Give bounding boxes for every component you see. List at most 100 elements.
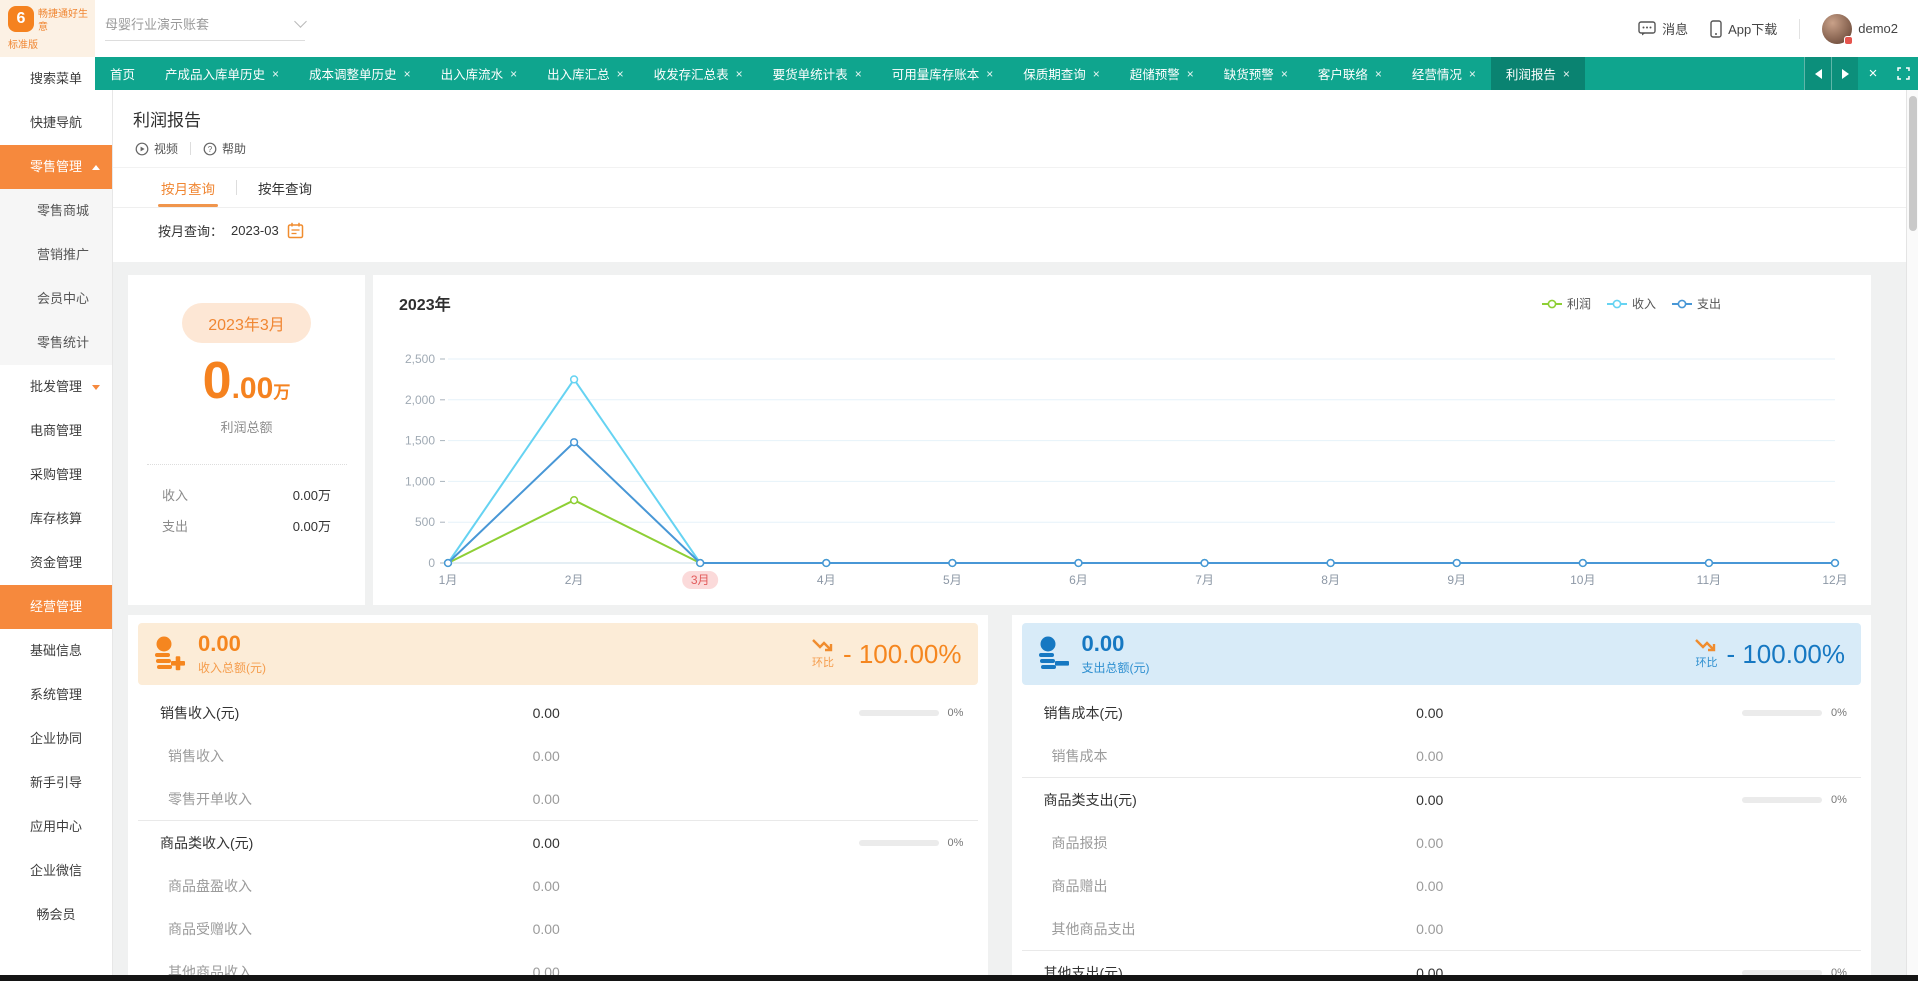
app-download-button[interactable]: App下载 [1710,19,1777,38]
account-set-select[interactable]: 母婴行业演示账套 [105,14,307,41]
sidebar-item-label: 企业协同 [29,731,82,746]
sidebar-item-label: 零售管理 [29,159,82,174]
app-download-label: App下载 [1728,22,1778,37]
sidebar-item[interactable]: 经营管理 [0,585,112,629]
sidebar-item[interactable]: 基础信息 [0,629,112,673]
svg-text:11月: 11月 [1697,573,1721,587]
tab-item[interactable]: 超储预警 × [1115,57,1209,90]
tab-label: 经营情况 [1411,68,1462,82]
tab-close-icon[interactable]: × [1468,66,1476,81]
logo-icon: 6 [8,6,34,32]
row-value: 0.00 [532,920,560,937]
scrollbar-thumb[interactable] [1909,96,1917,231]
sidebar-item[interactable]: 搜索菜单 [0,57,112,101]
page-header: 利润报告 视频 ? 帮助 按月查询 按年查询 按月查询： 2 [113,90,1906,262]
legend-item[interactable]: 利润 [1541,295,1591,312]
tab-item[interactable]: 缺货预警 × [1209,57,1303,90]
sidebar-item[interactable]: 畅会员 [0,893,112,937]
svg-text:9月: 9月 [1447,573,1466,587]
svg-text:3月: 3月 [691,573,710,587]
date-picker-button[interactable] [287,222,304,239]
panel-row: 销售成本(元) 0.00 0% [1022,691,1862,734]
help-icon: ? [203,142,217,155]
tab-close-icon[interactable]: × [1092,66,1100,81]
vertical-scrollbar[interactable] [1906,90,1918,975]
legend-item[interactable]: 收入 [1606,295,1656,312]
tab-item[interactable]: 保质期查询 × [1008,57,1115,90]
tabs-scroll-left-button[interactable] [1804,57,1831,90]
help-link[interactable]: ? 帮助 [203,140,246,157]
row-label: 销售成本 [1051,747,1108,764]
tabs-close-button[interactable]: × [1858,57,1888,90]
tab-item[interactable]: 收发存汇总表 × [639,57,758,90]
tab-close-icon[interactable]: × [1562,66,1570,81]
tab-close-icon[interactable]: × [854,66,862,81]
period-badge: 2023年3月 [182,303,311,343]
sidebar-item[interactable]: 库存核算 [0,497,112,541]
tab-close-icon[interactable]: × [616,66,624,81]
sidebar-item[interactable]: 批发管理 [0,365,112,409]
income-rows: 销售收入(元) 0.00 0% 销售收入 0.00 零售开单收入 0.00 商品类收入(元) 0… [138,691,978,975]
tab-item[interactable]: 可用量库存账本 × [877,57,1009,90]
sidebar-item[interactable]: 零售商城 [0,189,112,233]
tab-close-icon[interactable]: × [403,66,411,81]
tab-item[interactable]: 经营情况 × [1397,57,1491,90]
svg-text:1,500: 1,500 [405,434,435,448]
fullscreen-button[interactable] [1888,57,1918,90]
tab-close-icon[interactable]: × [986,66,994,81]
tab-close-icon[interactable]: × [1374,66,1382,81]
row-divider [138,820,978,821]
panel-row: 商品盘盈收入 0.00 [138,864,978,907]
avatar [1822,13,1854,45]
tab-home[interactable]: 首页 [95,57,150,90]
messages-button[interactable]: 消息 [1638,19,1688,38]
tab-item[interactable]: 产成品入库单历史 × [150,57,294,90]
phone-icon [1710,19,1722,38]
progress-bar [858,839,939,846]
tabs-scroll-right-button[interactable] [1831,57,1858,90]
legend-item[interactable]: 支出 [1671,295,1721,312]
sidebar-item[interactable]: 新手引导 [0,761,112,805]
chevron-up-icon [92,165,100,170]
progress-percent: 0% [1831,706,1847,719]
tab-close-icon[interactable]: × [510,66,518,81]
tab-item[interactable]: 出入库流水 × [426,57,533,90]
tab-close-icon[interactable]: × [1280,66,1288,81]
sidebar-item[interactable]: 企业协同 [0,717,112,761]
tab-close-icon[interactable]: × [272,66,280,81]
tab-close-icon[interactable]: × [1186,66,1194,81]
sidebar-item[interactable]: 快捷导航 [0,101,112,145]
stat-divider [146,464,347,465]
video-play-icon [135,142,149,155]
user-menu[interactable]: demo2 [1822,13,1898,45]
video-link[interactable]: 视频 [135,140,178,157]
row-value: 0.00 [532,704,560,721]
row-label: 其他商品收入 [168,963,252,976]
profit-trend-card: 2023年 利润 收入 支出 0 500 1,000 1,500 2,000 2,500 1月 2… [373,275,1871,605]
sidebar-item[interactable]: 零售统计 [0,321,112,365]
tab-item[interactable]: 客户联络 × [1303,57,1397,90]
svg-text:1,000: 1,000 [405,474,435,488]
query-tab[interactable]: 按年查询 [258,181,312,197]
row-value: 0.00 [1416,964,1444,976]
legend-label: 利润 [1566,297,1591,311]
sidebar-item[interactable]: 电商管理 [0,409,112,453]
sidebar-item[interactable]: 零售管理 [0,145,112,189]
sidebar-item-label: 采购管理 [29,467,82,482]
sidebar-item[interactable]: 应用中心 [0,805,112,849]
tab-item[interactable]: 成本调整单历史 × [294,57,426,90]
row-label: 商品盘盈收入 [168,877,252,894]
row-value: 0.00 [532,963,560,976]
sidebar-item[interactable]: 会员中心 [0,277,112,321]
tab-close-icon[interactable]: × [735,66,743,81]
tab-item[interactable]: 利润报告 × [1490,57,1585,90]
trend-down-icon [812,639,833,652]
sidebar-item[interactable]: 营销推广 [0,233,112,277]
sidebar-item[interactable]: 系统管理 [0,673,112,717]
query-tab[interactable]: 按月查询 [158,168,218,207]
sidebar-item[interactable]: 资金管理 [0,541,112,585]
sidebar-item[interactable]: 企业微信 [0,849,112,893]
tab-item[interactable]: 要货单统计表 × [758,57,877,90]
tab-item[interactable]: 出入库汇总 × [532,57,639,90]
sidebar-item[interactable]: 采购管理 [0,453,112,497]
